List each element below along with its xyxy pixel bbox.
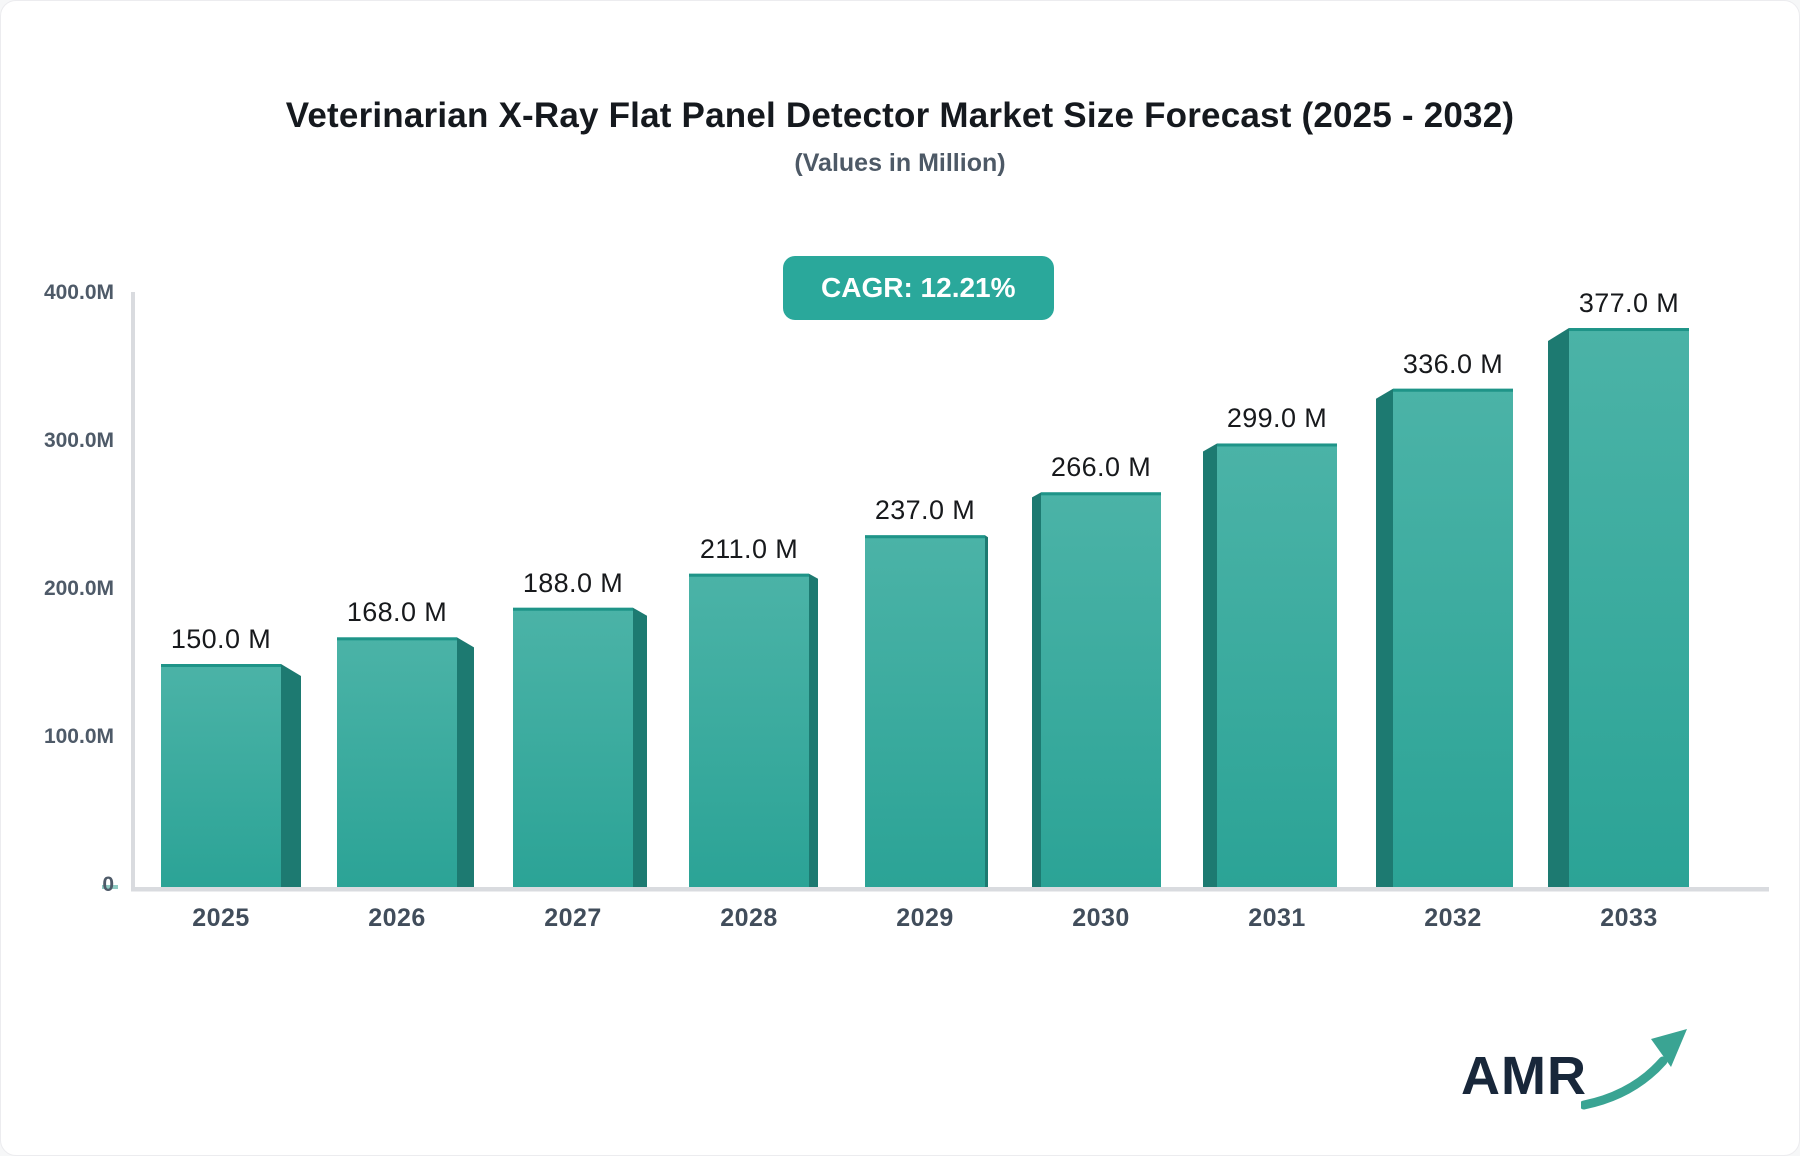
bar-side-face (633, 607, 647, 889)
y-axis-label: 200.0M (43, 577, 114, 600)
x-axis-label: 2028 (720, 904, 778, 932)
bar-2031 (1203, 443, 1337, 889)
y-axis-label: 0 (102, 873, 114, 896)
bar-front-face (1041, 492, 1161, 889)
value-label: 168.0 M (346, 597, 448, 628)
bar-2032 (1376, 388, 1513, 889)
bar-2028 (689, 573, 818, 889)
bar-side-face (1548, 328, 1569, 889)
bar-top-edge (865, 535, 985, 539)
value-label: 336.0 M (1402, 348, 1504, 379)
bar-front-face (865, 535, 985, 889)
y-axis-label: 100.0M (43, 725, 114, 748)
page-subtitle: (Values in Million) (794, 149, 1006, 177)
bar-2026 (337, 637, 474, 889)
x-axis-label: 2026 (368, 904, 426, 932)
bar-front-face (1217, 443, 1337, 889)
bar-side-face (1032, 492, 1041, 889)
value-label: 188.0 M (522, 567, 624, 598)
bar-2033 (1548, 328, 1689, 889)
bar-front-face (513, 607, 633, 889)
bar-front-face (161, 664, 281, 889)
bar-front-face (337, 637, 457, 889)
bar-top-edge (1041, 492, 1161, 496)
x-axis-label: 2031 (1248, 904, 1306, 932)
bar-front-face (1393, 388, 1513, 889)
value-label: 150.0 M (170, 624, 272, 654)
value-label: 211.0 M (699, 533, 799, 564)
bar-side-face (985, 535, 988, 889)
bar-side-face (457, 637, 474, 889)
y-axis-label: 400.0M (43, 281, 114, 304)
value-label: 237.0 M (874, 495, 976, 526)
x-axis-label: 2032 (1424, 904, 1482, 932)
y-axis-line (131, 292, 135, 891)
bar-top-edge (161, 664, 281, 667)
y-axis-label: 300.0M (43, 429, 114, 452)
x-axis-label: 2029 (896, 904, 954, 932)
bar-top-edge (1569, 328, 1689, 332)
x-axis-label: 2027 (544, 904, 602, 932)
x-axis-label: 2030 (1072, 904, 1130, 932)
bar-top-edge (1217, 443, 1337, 447)
x-axis-line (131, 887, 1769, 892)
amr-logo: AMR (1461, 1029, 1699, 1121)
bar-2027 (513, 607, 647, 889)
value-label: 377.0 M (1578, 288, 1680, 319)
page-title: Veterinarian X-Ray Flat Panel Detector M… (285, 96, 1515, 135)
bar-side-face (281, 664, 301, 889)
bar-2029 (865, 535, 988, 889)
x-axis-label: 2025 (192, 904, 250, 932)
growth-arrow-icon (1581, 1029, 1687, 1110)
x-axis-label: 2033 (1600, 904, 1658, 932)
value-label: 299.0 M (1226, 403, 1328, 434)
bar-side-face (1203, 443, 1217, 889)
bar-top-edge (513, 607, 633, 611)
cagr-badge: CAGR: 12.21% (783, 256, 1054, 320)
bar-front-face (689, 573, 809, 889)
bar-top-edge (337, 637, 457, 641)
bar-2030 (1032, 492, 1161, 889)
zero-tick-mark (102, 885, 118, 889)
bar-2025 (161, 664, 301, 889)
bar-side-face (809, 573, 818, 889)
bar-top-edge (689, 573, 809, 577)
bar-side-face (1376, 388, 1393, 889)
bar-top-edge (1393, 388, 1513, 392)
value-label: 266.0 M (1050, 452, 1152, 483)
bar-front-face (1569, 328, 1689, 889)
amr-logo-text: AMR (1461, 1046, 1587, 1106)
